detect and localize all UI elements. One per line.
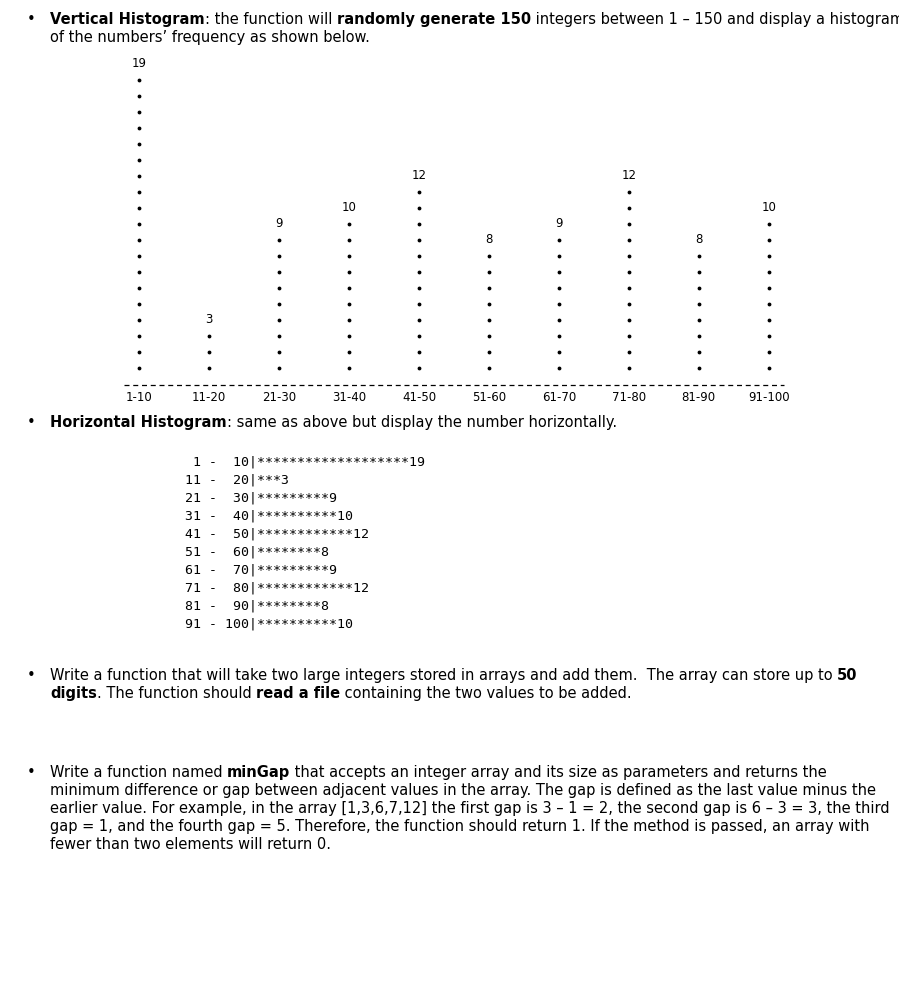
Text: fewer than two elements will return 0.: fewer than two elements will return 0. <box>50 837 331 852</box>
Text: Write a function that will take two large integers stored in arrays and add them: Write a function that will take two larg… <box>50 668 837 683</box>
Text: Horizontal Histogram: Horizontal Histogram <box>50 415 227 430</box>
Text: of the numbers’ frequency as shown below.: of the numbers’ frequency as shown below… <box>50 30 369 45</box>
Text: 51-60: 51-60 <box>472 391 506 404</box>
Text: digits: digits <box>50 686 97 701</box>
Text: . The function should: . The function should <box>97 686 256 701</box>
Text: 1-10: 1-10 <box>126 391 153 404</box>
Text: 19: 19 <box>132 57 147 71</box>
Text: integers between 1 – 150 and display a histogram: integers between 1 – 150 and display a h… <box>530 12 899 27</box>
Text: 3: 3 <box>206 313 213 327</box>
Text: 41-50: 41-50 <box>402 391 436 404</box>
Text: 31-40: 31-40 <box>332 391 366 404</box>
Text: •: • <box>27 415 36 430</box>
Text: 71-80: 71-80 <box>611 391 645 404</box>
Text: 1 -  10|*******************19: 1 - 10|*******************19 <box>185 455 425 468</box>
Text: 21-30: 21-30 <box>263 391 297 404</box>
Text: 8: 8 <box>485 234 493 246</box>
Text: 71 -  80|************12: 71 - 80|************12 <box>185 581 369 594</box>
Text: 9: 9 <box>555 218 563 231</box>
Text: 8: 8 <box>695 234 702 246</box>
Text: 12: 12 <box>621 169 636 182</box>
Text: •: • <box>27 765 36 780</box>
Text: 11-20: 11-20 <box>192 391 227 404</box>
Text: Vertical Histogram: Vertical Histogram <box>50 12 205 27</box>
Text: 21 -  30|*********9: 21 - 30|*********9 <box>185 491 337 504</box>
Text: 41 -  50|************12: 41 - 50|************12 <box>185 527 369 540</box>
Text: 31 -  40|**********10: 31 - 40|**********10 <box>185 509 353 522</box>
Text: 81 -  90|********8: 81 - 90|********8 <box>185 599 329 612</box>
Text: •: • <box>27 668 36 683</box>
Text: •: • <box>27 12 36 27</box>
Text: minGap: minGap <box>227 765 290 780</box>
Text: containing the two values to be added.: containing the two values to be added. <box>341 686 632 701</box>
Text: read a file: read a file <box>256 686 341 701</box>
Text: 9: 9 <box>275 218 283 231</box>
Text: gap = 1, and the fourth gap = 5. Therefore, the function should return 1. If the: gap = 1, and the fourth gap = 5. Therefo… <box>50 818 869 834</box>
Text: 12: 12 <box>412 169 426 182</box>
Text: 81-90: 81-90 <box>681 391 716 404</box>
Text: : same as above but display the number horizontally.: : same as above but display the number h… <box>227 415 617 430</box>
Text: 10: 10 <box>761 202 776 215</box>
Text: 51 -  60|********8: 51 - 60|********8 <box>185 545 329 558</box>
Text: 10: 10 <box>342 202 357 215</box>
Text: minimum difference or gap between adjacent values in the array. The gap is defin: minimum difference or gap between adjace… <box>50 783 876 798</box>
Text: 11 -  20|***3: 11 - 20|***3 <box>185 473 289 486</box>
Text: that accepts an integer array and its size as parameters and returns the: that accepts an integer array and its si… <box>290 765 827 780</box>
Text: Write a function named: Write a function named <box>50 765 227 780</box>
Text: : the function will: : the function will <box>205 12 336 27</box>
Text: earlier value. For example, in the array [1,3,6,7,12] the first gap is 3 – 1 = 2: earlier value. For example, in the array… <box>50 801 890 816</box>
Text: 61 -  70|*********9: 61 - 70|*********9 <box>185 563 337 576</box>
Text: 50: 50 <box>837 668 858 683</box>
Text: randomly generate 150: randomly generate 150 <box>336 12 530 27</box>
Text: 61-70: 61-70 <box>542 391 576 404</box>
Text: 91-100: 91-100 <box>748 391 789 404</box>
Text: 91 - 100|**********10: 91 - 100|**********10 <box>185 617 353 630</box>
